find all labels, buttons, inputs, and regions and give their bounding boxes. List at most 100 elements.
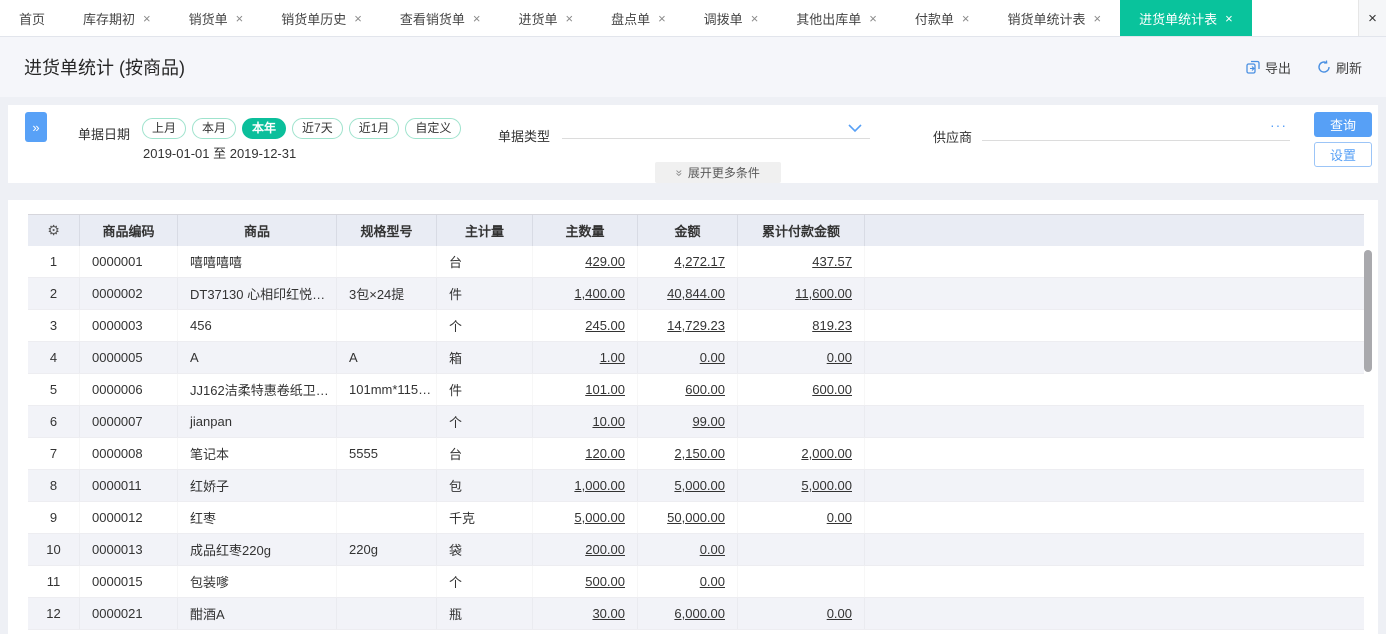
chevron-down-icon[interactable]: [848, 120, 862, 138]
amount-cell-link[interactable]: 0.00: [699, 350, 725, 365]
tab-item[interactable]: 销货单 ×: [170, 0, 263, 36]
table-row[interactable]: 5 0000006 JJ162洁柔特惠卷纸卫… 101mm*115… 件 101.00 60…: [28, 374, 1364, 406]
table-row[interactable]: 6 0000007 jianpan 个 10.00 99.00: [28, 406, 1364, 438]
paid-amount-cell-link[interactable]: 2,000.00: [801, 446, 852, 461]
tab-label: 进货单统计表: [1139, 11, 1218, 27]
tab-item[interactable]: 库存期初 ×: [64, 0, 170, 36]
table-row[interactable]: 7 0000008 笔记本 5555 台 120.00 2,150.00 2,000.00: [28, 438, 1364, 470]
tab-item[interactable]: 其他出库单 ×: [777, 0, 896, 36]
quantity-cell-link[interactable]: 5,000.00: [574, 510, 625, 525]
tab-close-icon[interactable]: ×: [869, 10, 877, 26]
table-row[interactable]: 9 0000012 红枣 千克 5,000.00 50,000.00 0.00: [28, 502, 1364, 534]
row-index-cell: 11: [28, 566, 80, 597]
amount-cell-link[interactable]: 4,272.17: [674, 254, 725, 269]
tab-item[interactable]: 销货单统计表 ×: [989, 0, 1121, 36]
tab-active[interactable]: 进货单统计表 ×: [1120, 0, 1252, 36]
amount-cell-link[interactable]: 50,000.00: [667, 510, 725, 525]
column-settings-gear-icon[interactable]: ⚙: [28, 215, 80, 246]
quantity-cell-link[interactable]: 10.00: [592, 414, 625, 429]
paid-amount-cell-link[interactable]: 0.00: [826, 606, 852, 621]
supplier-more-icon[interactable]: ···: [1270, 117, 1287, 133]
table-row[interactable]: 10 0000013 成品红枣220g 220g 袋 200.00 0.00: [28, 534, 1364, 566]
amount-cell: 6,000.00: [638, 598, 738, 629]
amount-cell-link[interactable]: 600.00: [685, 382, 725, 397]
tab-item[interactable]: 首页: [0, 0, 64, 36]
paid-amount-cell: [738, 534, 865, 565]
doc-type-input[interactable]: [562, 115, 870, 139]
tab-close-icon[interactable]: ×: [565, 10, 574, 26]
table-row[interactable]: 8 0000011 红娇子 包 1,000.00 5,000.00 5,000.00: [28, 470, 1364, 502]
date-preset-pill[interactable]: 本月: [192, 118, 237, 139]
amount-cell-link[interactable]: 0.00: [699, 542, 725, 557]
tab-item[interactable]: 进货单 ×: [499, 0, 592, 36]
tab-item[interactable]: 销货单历史 ×: [262, 0, 381, 36]
paid-amount-cell-link[interactable]: 819.23: [812, 318, 852, 333]
tab-close-icon[interactable]: ×: [961, 10, 970, 26]
vertical-scrollbar[interactable]: [1364, 248, 1372, 630]
table-row[interactable]: 12 0000021 酣酒A 瓶 30.00 6,000.00 0.00: [28, 598, 1364, 630]
tab-item[interactable]: 调拨单 ×: [685, 0, 778, 36]
settings-button[interactable]: 设置: [1314, 142, 1372, 167]
amount-cell-link[interactable]: 99.00: [692, 414, 725, 429]
column-header: 商品编码: [80, 215, 178, 246]
scrollbar-thumb[interactable]: [1364, 250, 1372, 372]
table-row[interactable]: 11 0000015 包装嗲 个 500.00 0.00: [28, 566, 1364, 598]
date-preset-pill[interactable]: 上月: [142, 118, 187, 139]
paid-amount-cell-link[interactable]: 0.00: [826, 510, 852, 525]
tab-item[interactable]: 盘点单 ×: [592, 0, 685, 36]
quantity-cell-link[interactable]: 200.00: [585, 542, 625, 557]
quantity-cell-link[interactable]: 1.00: [599, 350, 625, 365]
amount-cell-link[interactable]: 40,844.00: [667, 286, 725, 301]
tab-item[interactable]: 查看销货单 ×: [381, 0, 500, 36]
tab-close-icon[interactable]: ×: [354, 10, 362, 26]
expand-more-conditions-button[interactable]: » 展开更多条件: [655, 162, 781, 183]
paid-amount-cell-link[interactable]: 11,600.00: [795, 286, 852, 301]
export-button[interactable]: 导出: [1246, 58, 1291, 77]
quantity-cell-link[interactable]: 245.00: [585, 318, 625, 333]
table-row[interactable]: 3 0000003 456 个 245.00 14,729.23 819.23: [28, 310, 1364, 342]
quantity-cell-link[interactable]: 1,000.00: [574, 478, 625, 493]
unit-cell: 件: [437, 278, 533, 309]
product-code-cell: 0000012: [80, 502, 178, 533]
tab-close-icon[interactable]: ×: [1093, 10, 1102, 26]
tab-close-icon[interactable]: ×: [658, 10, 666, 26]
refresh-button[interactable]: 刷新: [1317, 58, 1362, 77]
tab-close-icon[interactable]: ×: [235, 10, 244, 26]
tab-item[interactable]: 付款单 ×: [896, 0, 989, 36]
date-range-value[interactable]: 2019-01-01 至 2019-12-31: [143, 146, 297, 161]
quantity-cell-link[interactable]: 1,400.00: [574, 286, 625, 301]
quantity-cell-link[interactable]: 30.00: [592, 606, 625, 621]
tab-close-icon[interactable]: ×: [750, 10, 759, 26]
date-preset-pill[interactable]: 近7天: [292, 118, 343, 139]
spec-cell: 220g: [337, 534, 437, 565]
table-row[interactable]: 1 0000001 嘻嘻嘻嘻 台 429.00 4,272.17 437.57: [28, 246, 1364, 278]
amount-cell-link[interactable]: 5,000.00: [674, 478, 725, 493]
tab-close-icon[interactable]: ×: [472, 10, 481, 26]
amount-cell-link[interactable]: 2,150.00: [674, 446, 725, 461]
collapse-panel-button[interactable]: »: [25, 112, 47, 142]
amount-cell: 2,150.00: [638, 438, 738, 469]
paid-amount-cell-link[interactable]: 437.57: [812, 254, 852, 269]
quantity-cell-link[interactable]: 429.00: [585, 254, 625, 269]
amount-cell-link[interactable]: 0.00: [699, 574, 725, 589]
query-button[interactable]: 查询: [1314, 112, 1372, 137]
paid-amount-cell-link[interactable]: 5,000.00: [801, 478, 852, 493]
table-row[interactable]: 2 0000002 DT37130 心相印红悦… 3包×24提件 1,400.00 40,…: [28, 278, 1364, 310]
date-preset-pill[interactable]: 自定义: [405, 118, 462, 139]
amount-cell: 5,000.00: [638, 470, 738, 501]
amount-cell-link[interactable]: 14,729.23: [667, 318, 725, 333]
paid-amount-cell-link[interactable]: 0.00: [826, 350, 852, 365]
quantity-cell-link[interactable]: 120.00: [585, 446, 625, 461]
quantity-cell-link[interactable]: 101.00: [585, 382, 625, 397]
paid-amount-cell: 0.00: [738, 502, 865, 533]
supplier-input[interactable]: [982, 117, 1290, 141]
tab-close-icon[interactable]: ×: [1225, 10, 1233, 26]
date-preset-pill[interactable]: 近1月: [348, 118, 400, 139]
amount-cell-link[interactable]: 6,000.00: [674, 606, 725, 621]
tab-close-icon[interactable]: ×: [143, 10, 151, 26]
table-row[interactable]: 4 0000005 A A 箱 1.00 0.00 0.00: [28, 342, 1364, 374]
close-all-tabs-icon[interactable]: ×: [1358, 0, 1386, 36]
quantity-cell-link[interactable]: 500.00: [585, 574, 625, 589]
paid-amount-cell-link[interactable]: 600.00: [812, 382, 852, 397]
date-preset-pill[interactable]: 本年: [242, 118, 287, 139]
